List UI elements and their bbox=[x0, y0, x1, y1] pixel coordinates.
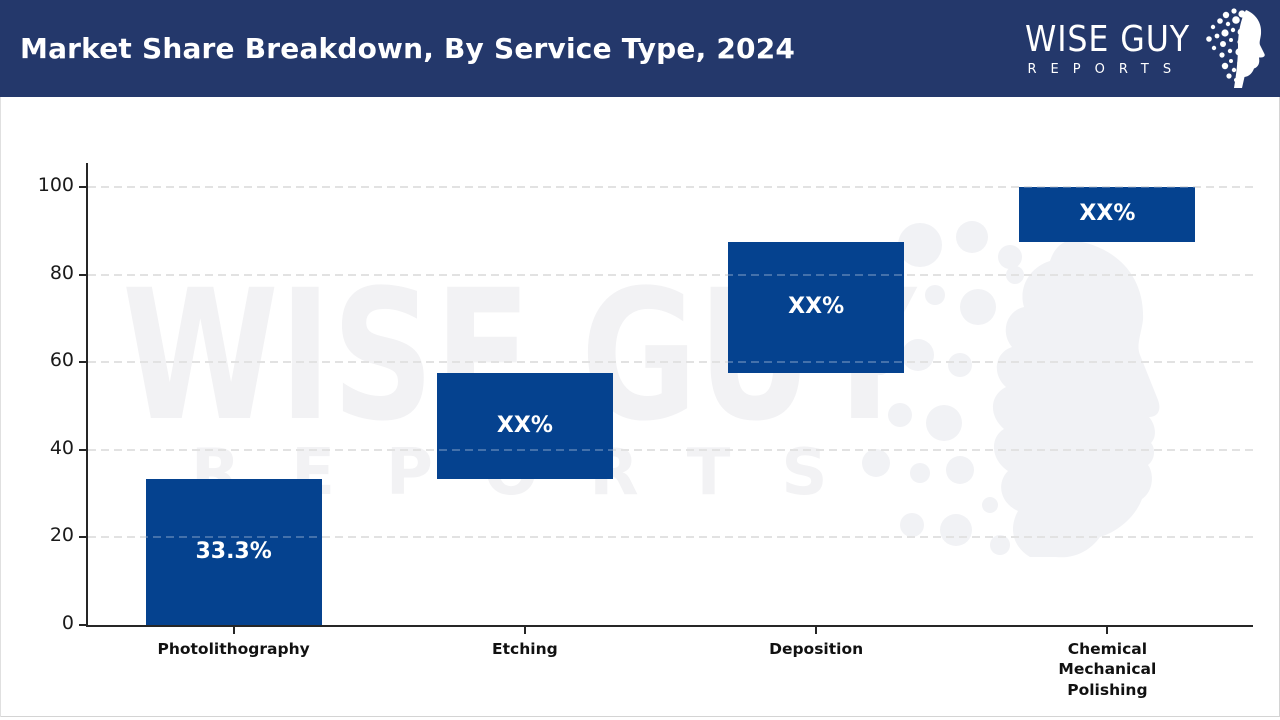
page-border-left bbox=[0, 97, 1, 717]
gridline bbox=[88, 536, 1253, 539]
y-axis-tick bbox=[79, 361, 87, 364]
page-border-bottom bbox=[0, 716, 1280, 717]
y-axis-tick bbox=[79, 624, 87, 626]
gridline bbox=[88, 361, 1253, 364]
category-label: Chemical Mechanical Polishing bbox=[1058, 640, 1157, 699]
x-axis-tick bbox=[815, 626, 818, 634]
header: Market Share Breakdown, By Service Type,… bbox=[0, 0, 1280, 97]
y-axis-tick bbox=[79, 186, 87, 188]
y-axis-tick-label: 20 bbox=[49, 524, 74, 547]
gridline-overlay bbox=[88, 536, 1253, 539]
bar-segment bbox=[1019, 187, 1196, 242]
logo-text: WISE GUY REPORTS bbox=[1024, 18, 1213, 77]
bar-value-label: XX% bbox=[1079, 201, 1136, 227]
y-axis-tick-label: 40 bbox=[49, 436, 74, 459]
category-label: Etching bbox=[492, 640, 558, 658]
gridline-overlay bbox=[88, 361, 1253, 364]
x-axis-tick bbox=[232, 626, 235, 634]
y-axis-tick bbox=[79, 273, 87, 276]
gridline bbox=[88, 273, 1253, 276]
bar-segment bbox=[145, 479, 322, 625]
y-axis-tick-label: 60 bbox=[49, 349, 74, 372]
category-label: Deposition bbox=[769, 640, 864, 658]
y-axis-tick-label: 0 bbox=[61, 612, 74, 634]
bar-segment bbox=[728, 241, 905, 374]
bar-value-label: XX% bbox=[496, 413, 553, 439]
bar-value-label: XX% bbox=[788, 294, 845, 320]
wiseguy-logo: WISE GUY REPORTS bbox=[1025, 6, 1280, 92]
category-label: Photolithography bbox=[157, 640, 310, 658]
page-title: Market Share Breakdown, By Service Type,… bbox=[20, 32, 796, 65]
gridline bbox=[88, 186, 1253, 188]
x-axis-tick bbox=[523, 626, 526, 634]
y-axis-tick bbox=[79, 536, 87, 539]
logo-subtext: REPORTS bbox=[1027, 61, 1186, 77]
bar-value-label: 33.3% bbox=[195, 539, 272, 565]
y-axis-line bbox=[86, 163, 88, 627]
x-axis-tick bbox=[1106, 626, 1109, 634]
logo-wordmark: WISE GUY bbox=[1024, 18, 1190, 60]
x-axis-line bbox=[86, 625, 1253, 627]
y-axis-tick-label: 100 bbox=[37, 174, 74, 196]
y-axis-tick-label: 80 bbox=[49, 261, 74, 284]
watermark-head-icon bbox=[862, 221, 1160, 558]
gridline-overlay bbox=[88, 273, 1253, 276]
logo-head-icon bbox=[1206, 7, 1265, 88]
gridline-overlay bbox=[88, 448, 1253, 451]
bar-segment bbox=[436, 373, 613, 480]
gridline-overlay bbox=[88, 186, 1253, 188]
y-axis-tick bbox=[79, 448, 87, 451]
gridline bbox=[88, 448, 1253, 451]
